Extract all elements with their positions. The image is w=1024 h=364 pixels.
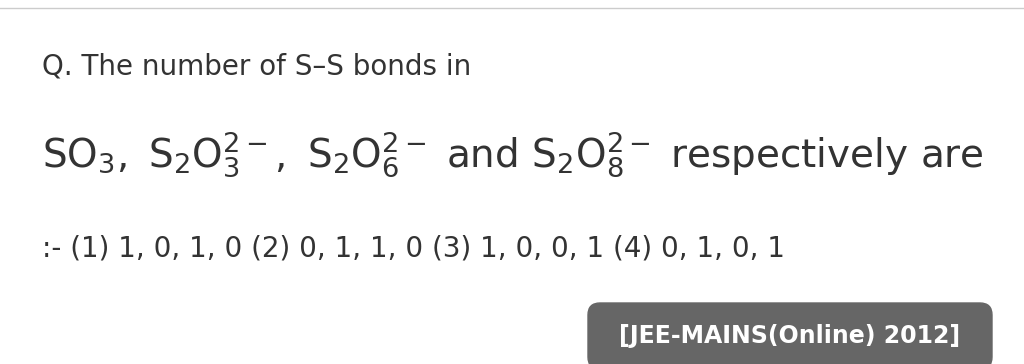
Text: :- (1) 1, 0, 1, 0 (2) 0, 1, 1, 0 (3) 1, 0, 0, 1 (4) 0, 1, 0, 1: :- (1) 1, 0, 1, 0 (2) 0, 1, 1, 0 (3) 1, … — [42, 235, 785, 263]
Text: Q. The number of S–S bonds in: Q. The number of S–S bonds in — [42, 52, 471, 80]
Text: $\mathrm{SO_3}$$\mathrm{,\ S_2O_3^{2-}}$$\mathrm{,\ S_2O_6^{2-}}$$\mathrm{\ and\: $\mathrm{SO_3}$$\mathrm{,\ S_2O_3^{2-}}$… — [42, 130, 984, 180]
Text: [JEE-MAINS(Online) 2012]: [JEE-MAINS(Online) 2012] — [620, 324, 961, 348]
FancyBboxPatch shape — [588, 303, 992, 364]
